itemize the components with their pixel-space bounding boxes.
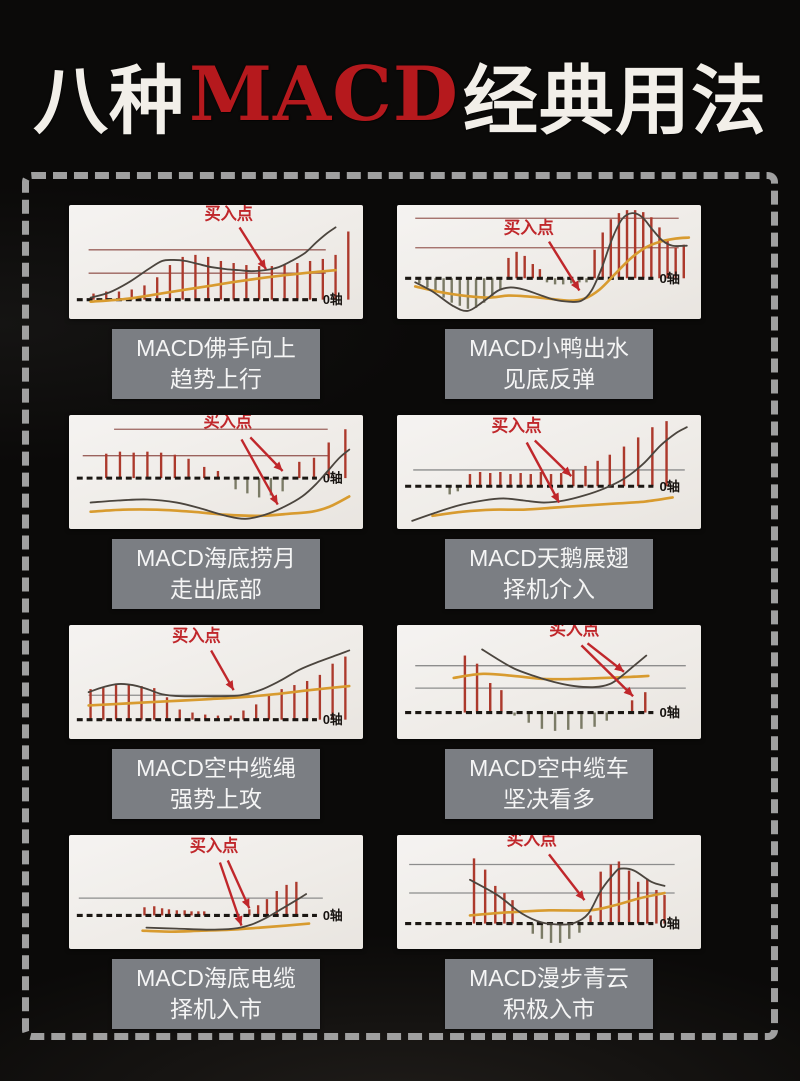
buy-point-label: 买入点 [205, 205, 254, 223]
caption-8: MACD漫步青云 积极入市 [445, 959, 653, 1029]
buy-point-arrow [238, 226, 267, 270]
buy-point-arrow [586, 642, 625, 673]
chart-grid: 0轴 买入点 MACD佛手向上 趋势上行 0轴 买入点 MACD小鸭出水 见底反弹 … [69, 205, 771, 1029]
buy-point-arrow [218, 862, 243, 926]
panel-8: 0轴 买入点 MACD漫步青云 积极入市 [397, 835, 701, 1029]
zero-axis-label: 0轴 [659, 915, 679, 931]
buy-point-arrow [525, 441, 561, 504]
buy-point-label: 买入点 [549, 625, 599, 639]
caption-7: MACD海底电缆 择机入市 [112, 959, 320, 1029]
caption-1-line-1: MACD佛手向上 [136, 335, 296, 361]
caption-5-line-1: MACD空中缆绳 [136, 755, 296, 781]
buy-point-label: 买入点 [507, 835, 557, 849]
buy-point-label: 买入点 [491, 415, 541, 435]
dea-line [413, 236, 691, 303]
caption-7-line-1: MACD海底电缆 [136, 965, 296, 991]
caption-7-line-2: 择机入市 [170, 996, 262, 1022]
buy-point-label: 买入点 [172, 626, 221, 645]
chart-card-6: 0轴 买入点 [397, 625, 701, 739]
buy-point-arrow [580, 644, 634, 698]
caption-3-line-2: 走出底部 [170, 576, 262, 602]
dea-line [431, 496, 674, 518]
zero-axis-label: 0轴 [323, 292, 343, 307]
caption-6: MACD空中缆车 坚决看多 [445, 749, 653, 819]
buy-point-arrow [547, 240, 581, 292]
dea-line [89, 495, 351, 518]
dif-line [411, 426, 688, 522]
title-segment-1: 八种 [33, 56, 186, 145]
buy-point-arrow [533, 439, 573, 477]
chart-card-8: 0轴 买入点 [397, 835, 701, 949]
buy-point-arrow [249, 436, 284, 472]
buy-point-arrow [548, 853, 586, 901]
dif-line [87, 649, 351, 698]
macd-chart-svg-7: 0轴 买入点 [76, 836, 343, 934]
dif-line [89, 448, 351, 520]
caption-5: MACD空中缆绳 强势上攻 [112, 749, 320, 819]
panel-7: 0轴 买入点 MACD海底电缆 择机入市 [69, 835, 363, 1029]
panel-3: 0轴 买入点 MACD海底捞月 走出底部 [69, 415, 363, 609]
panel-4: 0轴 买入点 MACD天鹅展翅 择机介入 [397, 415, 701, 609]
zero-axis-label: 0轴 [323, 470, 343, 485]
chart-card-4: 0轴 买入点 [397, 415, 701, 529]
buy-point-arrow [210, 649, 235, 691]
dea-line [89, 268, 337, 304]
dea-line [87, 684, 351, 707]
caption-2: MACD小鸭出水 见底反弹 [445, 329, 653, 399]
caption-2-line-2: 见底反弹 [503, 366, 595, 392]
buy-point-label: 买入点 [190, 836, 239, 855]
dea-line [452, 672, 650, 681]
zero-axis-label: 0轴 [323, 712, 343, 727]
caption-4-line-1: MACD天鹅展翅 [469, 545, 629, 571]
caption-1-line-2: 趋势上行 [170, 366, 262, 392]
zero-axis-label: 0轴 [323, 908, 343, 923]
dif-line [414, 212, 688, 312]
caption-1: MACD佛手向上 趋势上行 [112, 329, 320, 399]
zero-axis-label: 0轴 [659, 478, 679, 494]
caption-6-line-2: 坚决看多 [503, 786, 595, 812]
dif-line [89, 226, 337, 299]
dif-line [481, 648, 648, 689]
buy-point-arrow [240, 438, 279, 506]
caption-2-line-1: MACD小鸭出水 [469, 335, 629, 361]
buy-point-arrow [226, 859, 251, 909]
macd-chart-svg-8: 0轴 买入点 [405, 835, 680, 943]
macd-chart-svg-1: 0轴 买入点 [76, 205, 350, 307]
dif-line [145, 893, 308, 931]
caption-8-line-2: 积极入市 [503, 996, 595, 1022]
panel-2: 0轴 买入点 MACD小鸭出水 见底反弹 [397, 205, 701, 399]
caption-6-line-1: MACD空中缆车 [469, 755, 629, 781]
chart-card-7: 0轴 买入点 [69, 835, 363, 949]
macd-chart-svg-5: 0轴 买入点 [76, 626, 351, 727]
zero-axis-label: 0轴 [659, 270, 679, 286]
poster-title: 八种 MACD 经典用法 [0, 34, 800, 154]
macd-chart-svg-6: 0轴 买入点 [405, 625, 686, 731]
chart-card-1: 0轴 买入点 [69, 205, 363, 319]
caption-4-line-2: 择机介入 [503, 576, 595, 602]
macd-chart-svg-3: 0轴 买入点 [76, 415, 351, 520]
chart-card-5: 0轴 买入点 [69, 625, 363, 739]
zero-axis-label: 0轴 [659, 704, 679, 720]
caption-8-line-1: MACD漫步青云 [469, 965, 629, 991]
caption-3-line-1: MACD海底捞月 [136, 545, 296, 571]
buy-point-label: 买入点 [204, 415, 253, 431]
title-segment-2: 经典用法 [462, 56, 767, 145]
caption-3: MACD海底捞月 走出底部 [112, 539, 320, 609]
dif-line [469, 867, 666, 926]
title-segment-macd: MACD [189, 50, 459, 138]
panel-1: 0轴 买入点 MACD佛手向上 趋势上行 [69, 205, 363, 399]
dashed-border-board: 0轴 买入点 MACD佛手向上 趋势上行 0轴 买入点 MACD小鸭出水 见底反弹 … [22, 172, 778, 1040]
panel-6: 0轴 买入点 MACD空中缆车 坚决看多 [397, 625, 701, 819]
buy-point-label: 买入点 [504, 217, 554, 237]
chart-card-3: 0轴 买入点 [69, 415, 363, 529]
caption-5-line-2: 强势上攻 [170, 786, 262, 812]
panel-5: 0轴 买入点 MACD空中缆绳 强势上攻 [69, 625, 363, 819]
macd-chart-svg-2: 0轴 买入点 [405, 210, 691, 312]
chart-card-2: 0轴 买入点 [397, 205, 701, 319]
macd-chart-svg-4: 0轴 买入点 [405, 415, 688, 522]
caption-4: MACD天鹅展翅 择机介入 [445, 539, 653, 609]
